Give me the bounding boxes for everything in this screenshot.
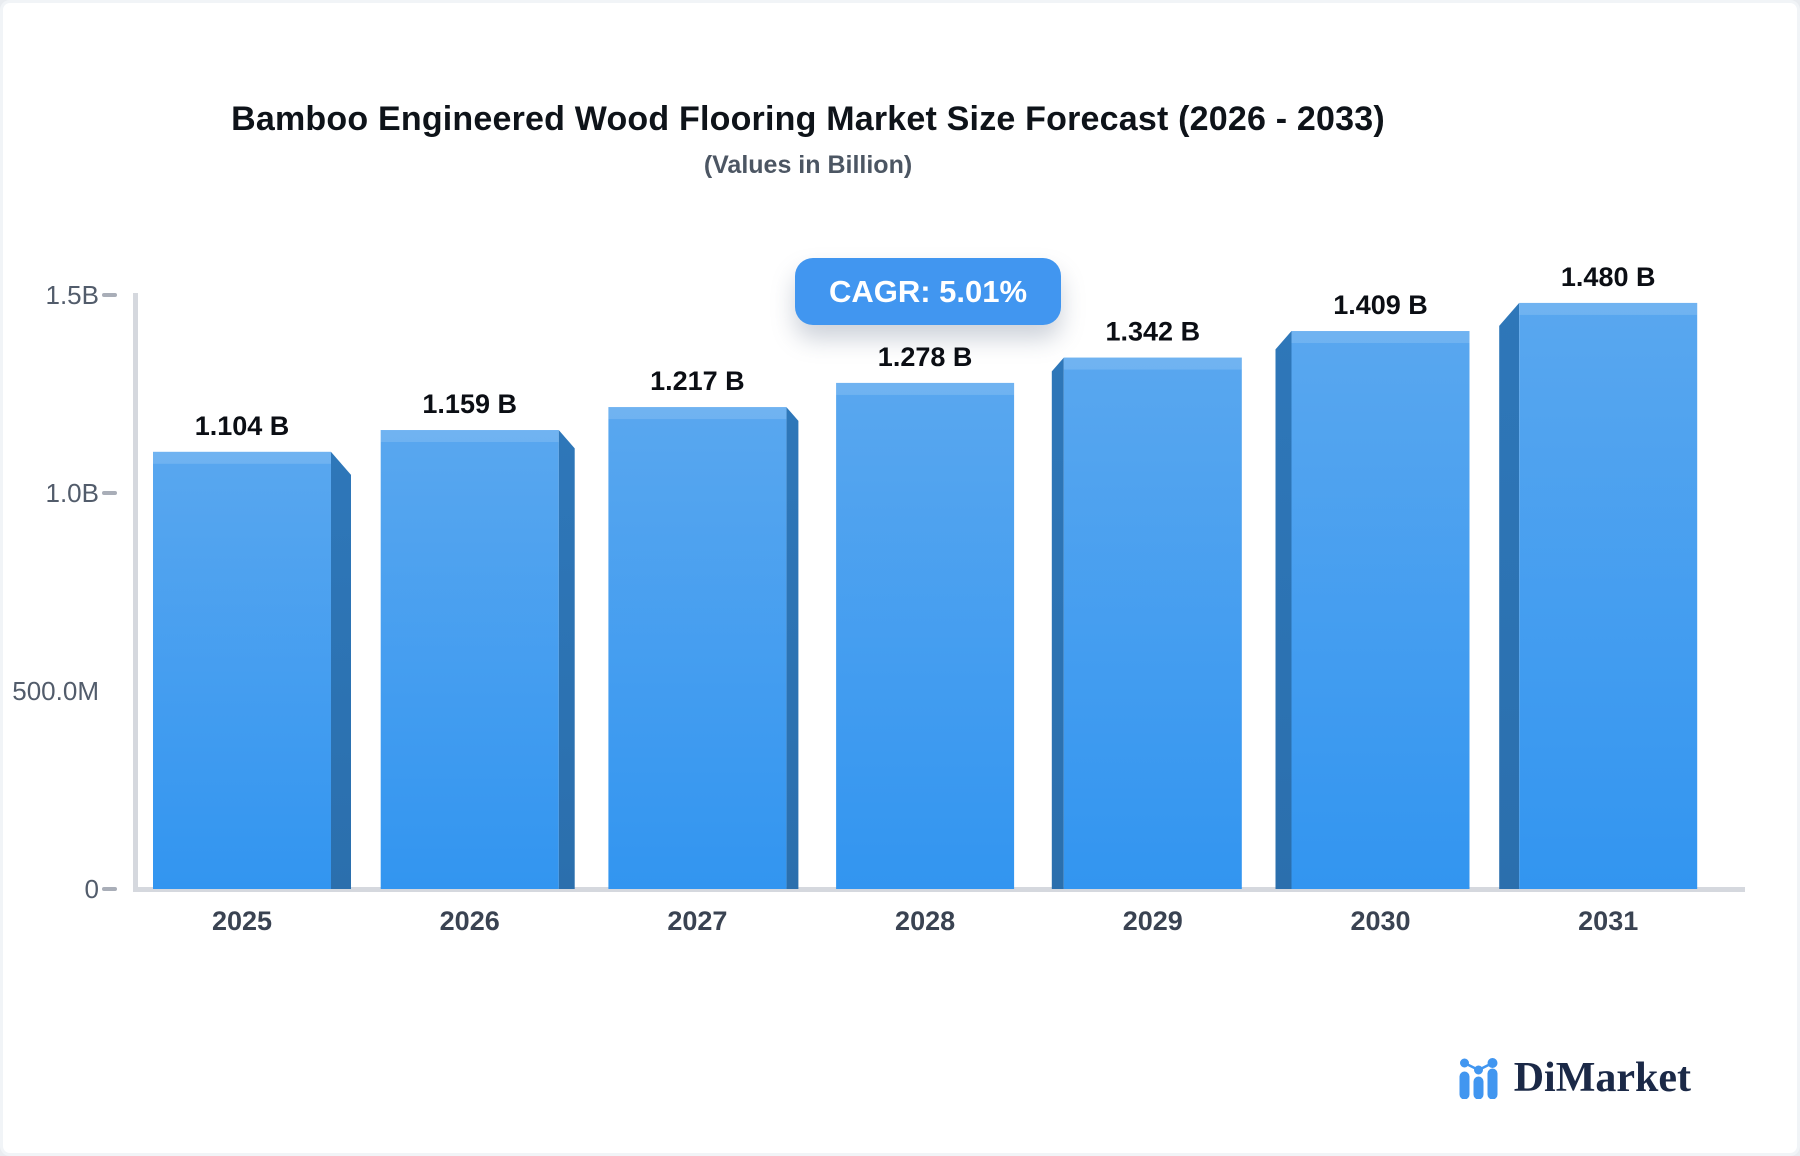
bar-value-label: 1.104 B (195, 411, 290, 441)
bar-side-face (1499, 302, 1520, 889)
bar-side-face (1275, 331, 1292, 889)
y-axis-tick (102, 293, 117, 297)
bar-top-highlight (608, 407, 787, 420)
bar-2026[interactable] (380, 430, 559, 889)
bar-top-highlight (836, 382, 1015, 395)
chart-subtitle: (Values in Billion) (703, 151, 913, 179)
logo-text: DiMarket (1513, 1055, 1691, 1101)
bar-value-label: 1.278 B (878, 342, 973, 372)
x-axis-label: 2029 (1123, 906, 1183, 936)
bar-2027[interactable] (608, 407, 787, 889)
bar-value-label: 1.217 B (650, 366, 745, 396)
x-axis-label: 2026 (440, 906, 500, 936)
mini-bar-chart-icon (1459, 1058, 1498, 1099)
bar-2031[interactable] (1519, 302, 1698, 889)
bar-top-highlight (1519, 302, 1698, 315)
bar-side-face (331, 451, 351, 889)
bar-top-highlight (1063, 357, 1242, 370)
y-axis-label: 1.5B (46, 280, 100, 310)
y-axis-tick (102, 887, 117, 891)
bar-value-label: 1.480 B (1561, 262, 1656, 292)
bar-side-face (786, 407, 799, 889)
y-axis-tick (102, 491, 117, 495)
bar-top-highlight (153, 451, 331, 464)
bar-value-label: 1.159 B (422, 389, 517, 419)
cagr-badge: CAGR: 5.01% (795, 258, 1061, 325)
bar-top-highlight (380, 430, 559, 443)
x-axis-label: 2027 (667, 906, 727, 936)
y-axis-label: 1.0B (46, 478, 100, 508)
bar-2028[interactable] (836, 382, 1015, 889)
bar-side-face (558, 430, 575, 889)
x-axis-label: 2025 (212, 906, 272, 936)
chart-title: Bamboo Engineered Wood Flooring Market S… (231, 100, 1385, 138)
bar-2025[interactable] (153, 451, 331, 889)
bar-2029[interactable] (1063, 357, 1242, 889)
y-axis-line (133, 293, 138, 889)
dimarket-logo: DiMarket (1457, 1057, 1691, 1099)
bar-value-label: 1.342 B (1106, 317, 1201, 347)
cagr-badge-label: CAGR: 5.01% (828, 273, 1028, 309)
bar-top-highlight (1291, 331, 1470, 344)
bar-2030[interactable] (1291, 331, 1470, 889)
x-axis-line (133, 887, 1745, 892)
x-axis-label: 2030 (1350, 906, 1410, 936)
bar-value-label: 1.409 B (1333, 290, 1428, 320)
x-axis-label: 2031 (1578, 906, 1638, 936)
bar-chart: 1.5B 1.0B 500.0M 0 1.104 B 2025 1.159 B 2026 1.… (12, 262, 1745, 936)
y-axis-label: 0 (85, 874, 99, 904)
bar-side-face (1051, 357, 1064, 889)
y-axis-label: 500.0M (12, 676, 99, 706)
x-axis-label: 2028 (895, 906, 955, 936)
